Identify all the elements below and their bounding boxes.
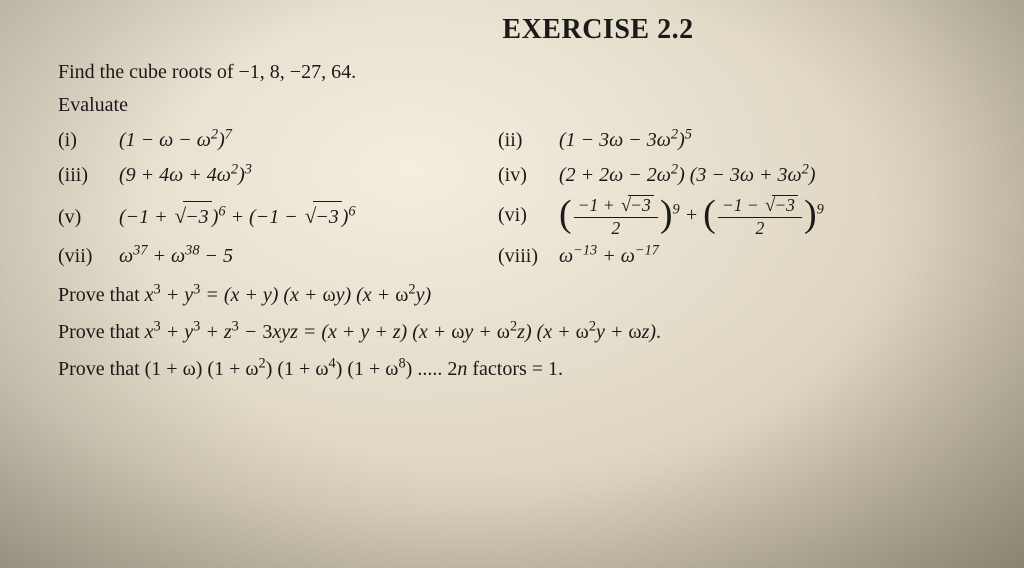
item-vii: (vii) ω37 + ω38 − 5: [40, 241, 498, 272]
item-i-label: (i): [58, 125, 114, 156]
item-viii: (viii) ω−13 + ω−17: [498, 241, 996, 272]
item-iii-label: (iii): [58, 160, 114, 191]
item-i-expr: (1 − ω − ω2)7: [119, 129, 232, 151]
item-viii-expr: ω−13 + ω−17: [559, 245, 659, 267]
item-vii-expr: ω37 + ω38 − 5: [119, 245, 233, 267]
row-i-ii: (i) (1 − ω − ω2)7 (ii) (1 − 3ω − 3ω2)5: [40, 123, 996, 158]
item-vi-label: (vi): [498, 200, 554, 231]
proof-2: Prove that x3 + y3 + z3 − 3xyz = (x + y …: [40, 317, 996, 348]
item-ii-label: (ii): [498, 125, 554, 156]
row-iii-iv: (iii) (9 + 4ω + 4ω2)3 (iv) (2 + 2ω − 2ω2…: [40, 158, 996, 193]
item-vi-expr: (−1 + −32)9 + (−1 − −32)9: [559, 204, 824, 226]
question-cube-roots: Find the cube roots of −1, 8, −27, 64.: [40, 57, 996, 88]
proof-1: Prove that x3 + y3 = (x + y) (x + ωy) (x…: [40, 280, 996, 311]
item-iv-label: (iv): [498, 160, 554, 191]
item-v-expr: (−1 + −3)6 + (−1 − −3)6: [119, 206, 356, 228]
proof-3: Prove that (1 + ω) (1 + ω2) (1 + ω4) (1 …: [40, 354, 996, 385]
item-iii: (iii) (9 + 4ω + 4ω2)3: [40, 160, 498, 191]
question-evaluate: Evaluate: [40, 90, 996, 121]
item-viii-label: (viii): [498, 241, 554, 272]
item-ii: (ii) (1 − 3ω − 3ω2)5: [498, 125, 996, 156]
item-iv-expr: (2 + 2ω − 2ω2) (3 − 3ω + 3ω2): [559, 164, 816, 186]
item-vi: (vi) (−1 + −32)9 + (−1 − −32)9: [498, 195, 996, 237]
row-vii-viii: (vii) ω37 + ω38 − 5 (viii) ω−13 + ω−17: [40, 239, 996, 274]
item-vii-label: (vii): [58, 241, 114, 272]
exercise-page: EXERCISE 2.2 Find the cube roots of −1, …: [0, 0, 1024, 407]
item-iv: (iv) (2 + 2ω − 2ω2) (3 − 3ω + 3ω2): [498, 160, 996, 191]
item-v-label: (v): [58, 202, 114, 233]
row-v-vi: (v) (−1 + −3)6 + (−1 − −3)6 (vi) (−1 + −…: [40, 193, 996, 239]
item-i: (i) (1 − ω − ω2)7: [40, 125, 498, 156]
item-ii-expr: (1 − 3ω − 3ω2)5: [559, 129, 692, 151]
exercise-title: EXERCISE 2.2: [40, 8, 996, 51]
item-iii-expr: (9 + 4ω + 4ω2)3: [119, 164, 252, 186]
item-v: (v) (−1 + −3)6 + (−1 − −3)6: [40, 200, 498, 233]
